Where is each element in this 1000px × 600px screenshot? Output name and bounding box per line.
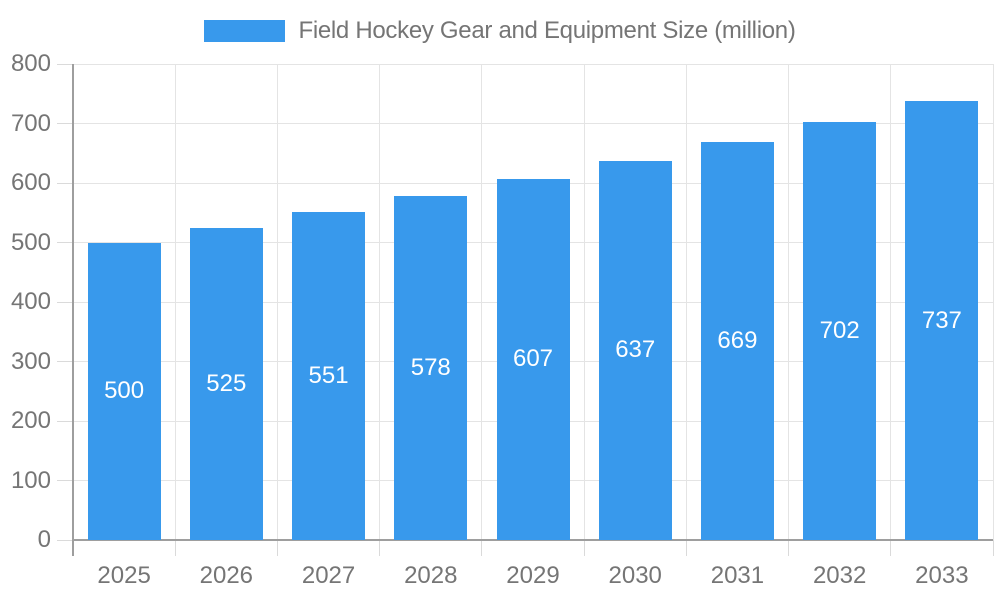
y-axis-tick [57, 539, 73, 541]
bar-2029[interactable] [496, 178, 570, 540]
y-tick-label: 0 [37, 526, 51, 553]
x-axis-tick [583, 540, 585, 556]
gridline-vertical [890, 64, 892, 540]
gridline-vertical [685, 64, 687, 540]
gridline-horizontal [73, 63, 993, 65]
bar-value-label: 702 [819, 317, 860, 345]
x-tick-label: 2033 [915, 562, 969, 589]
gridline-vertical [481, 64, 483, 540]
x-axis-tick [788, 540, 790, 556]
y-axis-tick [57, 242, 73, 243]
x-tick-label: 2029 [506, 562, 560, 589]
x-axis-tick [174, 540, 176, 556]
bar-value-label: 637 [615, 336, 656, 364]
legend-swatch[interactable] [204, 20, 286, 42]
gridline-vertical [276, 64, 278, 540]
chart-legend-item[interactable]: Field Hockey Gear and Equipment Size (mi… [0, 17, 1000, 45]
x-axis-tick [276, 540, 278, 556]
gridline-horizontal [73, 123, 993, 124]
y-tick-label: 600 [10, 169, 51, 196]
y-tick-label: 300 [10, 347, 51, 375]
bar-value-label: 737 [921, 306, 962, 334]
x-tick-label: 2031 [710, 562, 765, 589]
gridline-vertical [992, 64, 994, 540]
bar-2025[interactable] [87, 242, 161, 540]
y-axis-tick [57, 63, 73, 65]
x-tick-label: 2030 [608, 562, 662, 589]
y-axis-tick [57, 361, 73, 362]
x-axis-tick [379, 540, 381, 556]
bar-2033[interactable] [905, 101, 979, 540]
bar-2030[interactable] [598, 160, 672, 540]
bar-value-label: 525 [206, 369, 247, 397]
y-tick-label: 700 [10, 109, 51, 137]
x-axis-tick [890, 540, 892, 556]
x-tick-label: 2026 [199, 562, 254, 589]
bar-value-label: 669 [717, 326, 758, 354]
x-tick-label: 2025 [97, 562, 151, 589]
bar-2028[interactable] [394, 196, 468, 540]
y-tick-label: 100 [10, 466, 51, 494]
bar-2031[interactable] [700, 141, 774, 540]
y-tick-label: 800 [10, 50, 51, 77]
gridline-vertical [379, 64, 381, 540]
x-axis-tick [481, 540, 483, 556]
y-axis-tick [57, 301, 73, 303]
gridline-vertical [788, 64, 790, 540]
y-axis-line [72, 64, 74, 556]
gridline-vertical [174, 64, 176, 540]
bar-2032[interactable] [803, 122, 877, 540]
x-tick-label: 2027 [301, 562, 356, 589]
bar-value-label: 551 [308, 362, 349, 390]
y-axis-tick [57, 480, 73, 481]
bar-2027[interactable] [292, 212, 366, 540]
bar-value-label: 500 [104, 377, 145, 405]
bar-2026[interactable] [189, 227, 263, 540]
legend-label: Field Hockey Gear and Equipment Size (mi… [298, 17, 796, 44]
x-axis-tick [685, 540, 687, 556]
y-axis-tick [57, 182, 73, 184]
y-tick-label: 200 [10, 407, 51, 434]
x-tick-label: 2028 [404, 562, 458, 589]
gridline-vertical [583, 64, 585, 540]
x-tick-label: 2032 [812, 562, 867, 589]
y-axis-tick [57, 123, 73, 124]
y-tick-label: 400 [10, 288, 51, 315]
y-tick-label: 500 [10, 228, 51, 256]
bar-value-label: 578 [410, 354, 451, 382]
x-axis-tick [992, 540, 994, 556]
y-axis-tick [57, 420, 73, 422]
bar-value-label: 607 [512, 345, 554, 373]
x-axis-line [73, 539, 993, 541]
